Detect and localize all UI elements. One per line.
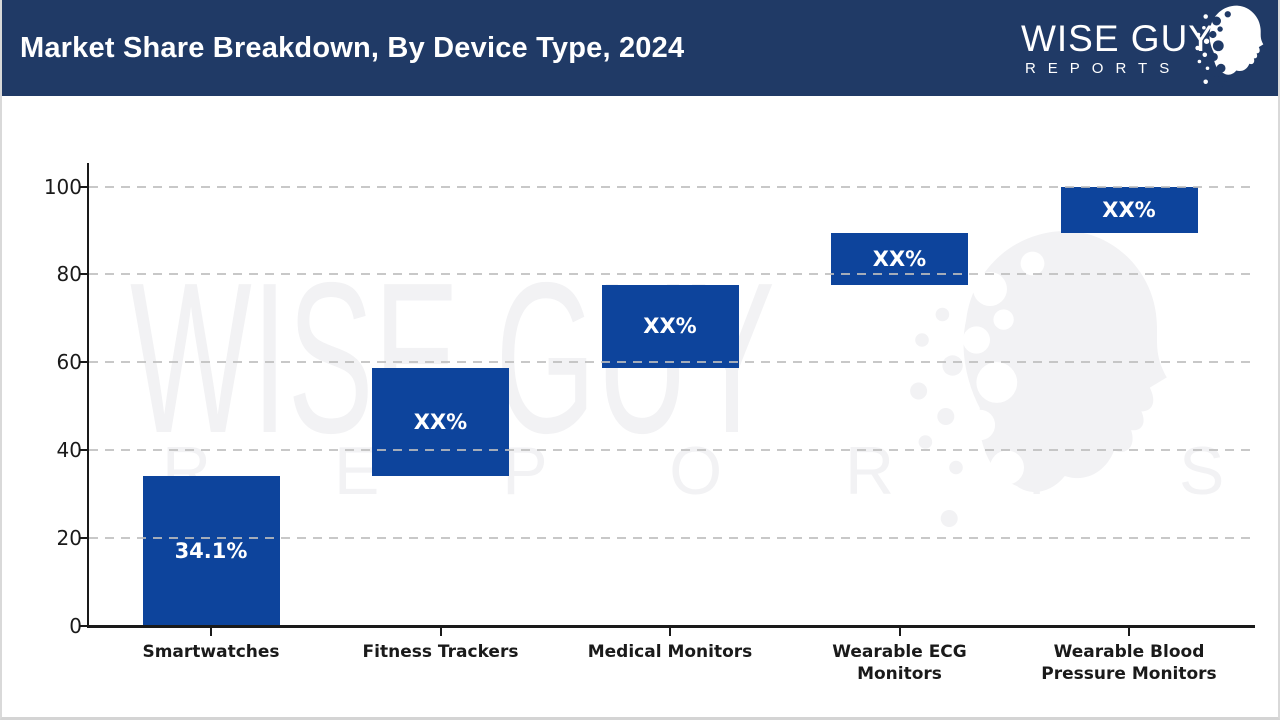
bar (831, 233, 968, 285)
gridline (89, 185, 1255, 188)
bar-value-label: XX% (413, 409, 468, 434)
bar (142, 476, 280, 626)
y-tick-mark (80, 537, 88, 540)
y-tick-mark (80, 449, 88, 452)
x-tick-mark (439, 628, 442, 636)
brand-logo: WISE GUY REPORTS (1021, 0, 1266, 96)
x-category-label: Wearable Blood Pressure Monitors (1041, 642, 1217, 685)
gridline (89, 449, 1255, 452)
x-tick-mark (898, 628, 901, 636)
y-tick-label: 80 (56, 262, 82, 287)
bar-value-label: XX% (1102, 197, 1156, 222)
gridline (89, 273, 1255, 276)
page-title: Market Share Breakdown, By Device Type, … (20, 31, 685, 64)
x-tick-mark (210, 628, 212, 636)
brand-name: WISE GUY (1020, 17, 1214, 59)
y-axis-line (87, 163, 89, 628)
bar-value-label: XX% (643, 314, 697, 339)
y-tick-mark (80, 273, 88, 276)
brand-subtitle: REPORTS (1024, 59, 1182, 77)
y-tick-label: 100 (43, 174, 82, 199)
x-category-label: Fitness Trackers (362, 642, 519, 662)
bar-value-label: 34.1% (174, 539, 248, 564)
y-tick-label: 20 (56, 526, 82, 551)
x-tick-mark (669, 628, 671, 636)
bar (601, 284, 739, 368)
y-tick-label: 60 (56, 350, 82, 375)
gridline (89, 537, 1255, 540)
x-category-label: Medical Monitors (587, 642, 753, 662)
header: Market Share Breakdown, By Device Type, … (0, 0, 1280, 96)
x-axis-line (87, 625, 1255, 628)
y-tick-mark (80, 185, 88, 188)
head-profile-icon (1195, 5, 1264, 89)
y-tick-label: 0 (69, 614, 82, 638)
bar (372, 367, 509, 477)
x-category-label: Smartwatches (142, 642, 280, 662)
y-tick-mark (80, 361, 88, 364)
y-tick-mark (80, 625, 88, 627)
x-category-label: Wearable ECG Monitors (832, 642, 967, 685)
y-tick-label: 40 (56, 438, 82, 463)
bar-value-label: XX% (872, 246, 927, 271)
bar (1060, 186, 1198, 234)
gridline (89, 361, 1255, 364)
brand-logo-text: WISE GUY REPORTS (1021, 20, 1214, 77)
x-tick-mark (1128, 628, 1130, 636)
